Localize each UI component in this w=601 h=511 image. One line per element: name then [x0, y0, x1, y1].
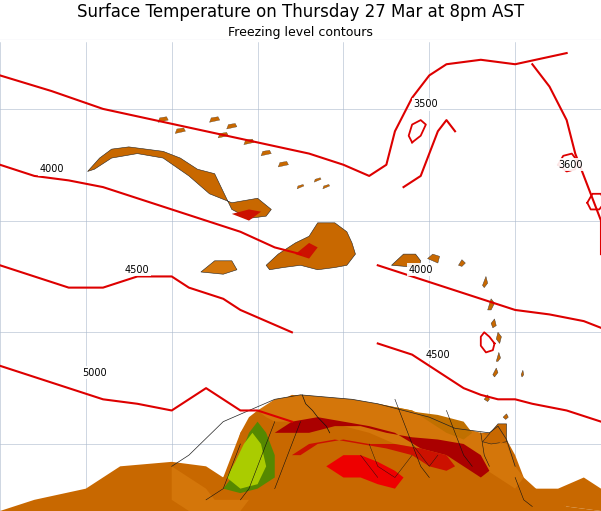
Polygon shape — [378, 404, 472, 439]
Polygon shape — [266, 223, 355, 270]
Polygon shape — [258, 395, 523, 489]
Polygon shape — [158, 117, 168, 122]
Polygon shape — [175, 128, 186, 133]
Polygon shape — [227, 124, 237, 129]
Polygon shape — [496, 353, 501, 361]
Polygon shape — [314, 178, 321, 182]
Text: Surface Temperature on Thursday 27 Mar at 8pm AST: Surface Temperature on Thursday 27 Mar a… — [77, 3, 524, 21]
Polygon shape — [459, 260, 465, 266]
Polygon shape — [484, 395, 489, 402]
Text: Freezing level contours: Freezing level contours — [228, 26, 373, 39]
Polygon shape — [0, 395, 601, 511]
Polygon shape — [483, 424, 507, 444]
Polygon shape — [201, 261, 237, 274]
Polygon shape — [493, 368, 498, 377]
Polygon shape — [487, 299, 495, 310]
Polygon shape — [227, 433, 266, 489]
Polygon shape — [297, 184, 304, 189]
Polygon shape — [483, 276, 487, 288]
Polygon shape — [88, 147, 271, 218]
Polygon shape — [515, 477, 601, 511]
Polygon shape — [391, 254, 421, 268]
Polygon shape — [261, 150, 271, 156]
Polygon shape — [232, 210, 261, 221]
Text: 4000: 4000 — [39, 164, 64, 174]
Polygon shape — [223, 422, 275, 493]
Polygon shape — [326, 455, 403, 489]
Text: 4500: 4500 — [125, 265, 150, 275]
Polygon shape — [496, 332, 501, 343]
Text: 3600: 3600 — [558, 160, 582, 170]
Polygon shape — [206, 410, 292, 500]
Polygon shape — [427, 254, 439, 263]
Polygon shape — [210, 117, 220, 122]
Polygon shape — [172, 467, 249, 511]
Polygon shape — [489, 428, 507, 444]
Polygon shape — [278, 161, 288, 167]
Polygon shape — [503, 414, 508, 420]
Polygon shape — [323, 184, 330, 189]
Text: 4500: 4500 — [426, 350, 450, 360]
Polygon shape — [244, 139, 254, 145]
Polygon shape — [218, 132, 228, 138]
Polygon shape — [521, 370, 523, 377]
Polygon shape — [275, 417, 489, 477]
Polygon shape — [292, 439, 455, 471]
Text: 3500: 3500 — [413, 100, 438, 109]
Polygon shape — [295, 243, 318, 259]
Text: 5000: 5000 — [82, 367, 107, 378]
Polygon shape — [491, 319, 496, 328]
Text: 4000: 4000 — [409, 265, 433, 275]
